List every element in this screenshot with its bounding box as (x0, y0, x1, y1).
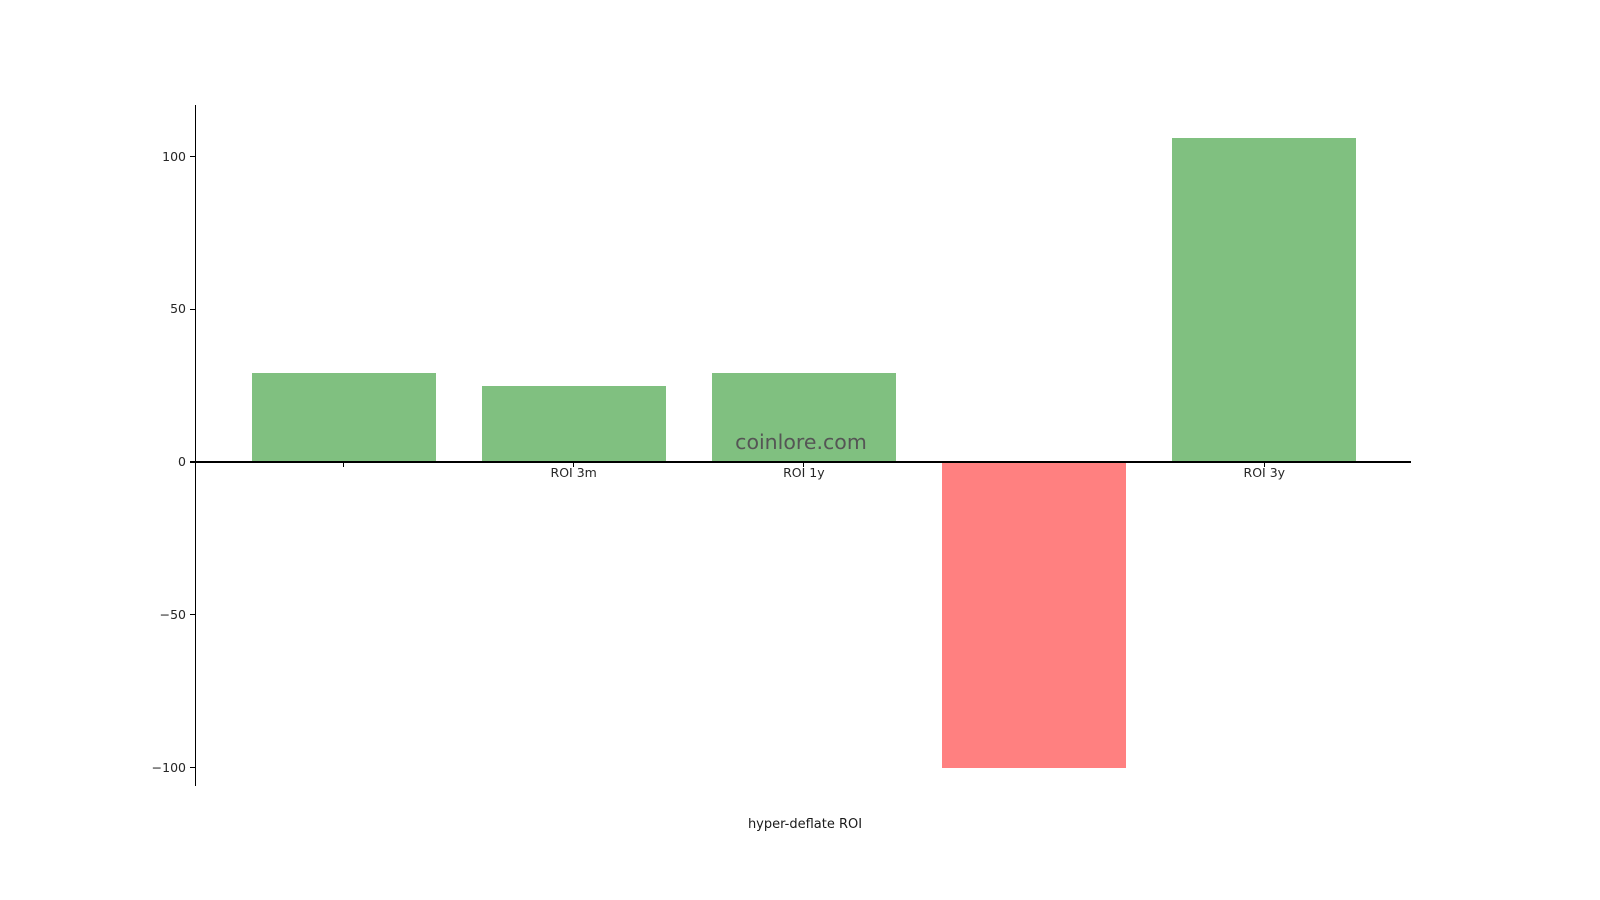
y-tick-label: −50 (159, 606, 186, 622)
bar-column-1 (251, 373, 436, 462)
y-tick-label: −100 (151, 759, 186, 775)
y-tick-label: 0 (178, 454, 186, 469)
y-tick-label: 50 (170, 301, 186, 317)
y-tick (190, 308, 195, 310)
bar-roi-3y (1172, 138, 1357, 462)
x-tick (342, 462, 345, 467)
y-tick (190, 155, 195, 158)
chart-title: hyper-deflate ROI (747, 817, 863, 832)
x-tick-label: ROI 1y (783, 464, 825, 480)
bar-column-4 (942, 462, 1127, 768)
x-tick-label: ROI 3y (1243, 464, 1286, 480)
x-tick (573, 462, 575, 467)
y-tick (190, 766, 195, 769)
bar-roi-1y (711, 373, 896, 462)
x-tick (1263, 462, 1265, 467)
x-tick (803, 462, 805, 467)
bar-roi-3m (481, 385, 666, 462)
y-tick-label: 100 (162, 148, 186, 164)
y-tick (190, 461, 195, 463)
y-axis-spine (195, 105, 197, 786)
x-axis-line (196, 461, 1411, 463)
x-tick-label: ROI 3m (550, 464, 597, 480)
y-tick (190, 614, 195, 616)
watermark-text: coinlore.com (735, 430, 867, 454)
